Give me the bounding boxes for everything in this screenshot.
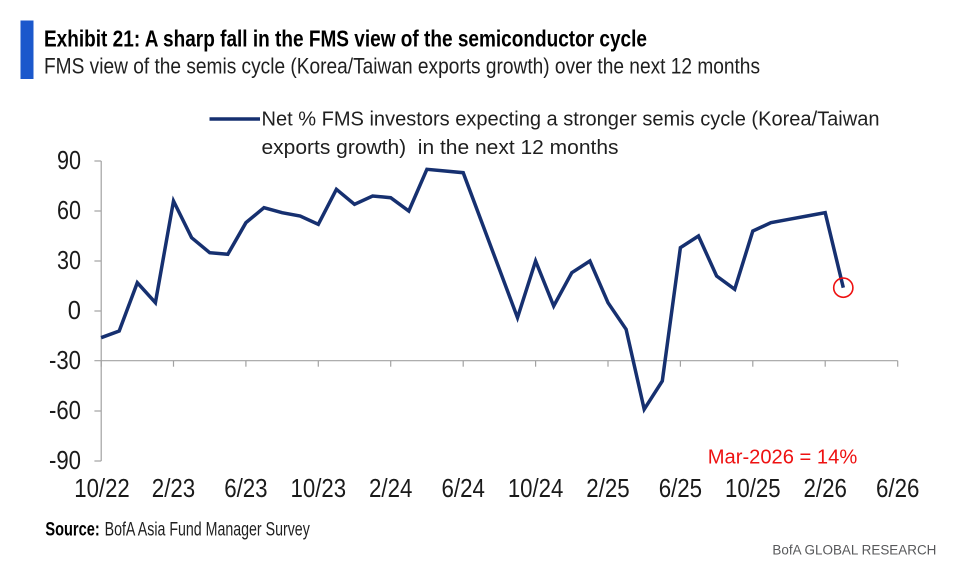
svg-text:Net % FMS investors expecting: Net % FMS investors expecting a stronger… xyxy=(262,109,880,131)
svg-text:2/24: 2/24 xyxy=(369,475,412,503)
svg-text:-60: -60 xyxy=(49,397,81,425)
svg-text:90: 90 xyxy=(57,147,81,175)
svg-text:-90: -90 xyxy=(49,447,81,475)
svg-text:6/24: 6/24 xyxy=(442,475,485,503)
svg-text:6/26: 6/26 xyxy=(876,475,919,503)
svg-text:10/23: 10/23 xyxy=(291,475,347,503)
svg-text:FMS view of the semis cycle (K: FMS view of the semis cycle (Korea/Taiwa… xyxy=(44,54,760,79)
svg-text:10/25: 10/25 xyxy=(725,475,781,503)
svg-text:Source:: Source: xyxy=(45,520,99,541)
svg-text:10/22: 10/22 xyxy=(74,475,130,503)
svg-text:-30: -30 xyxy=(49,347,81,375)
svg-text:2/25: 2/25 xyxy=(586,475,629,503)
svg-text:60: 60 xyxy=(57,197,81,225)
svg-text:30: 30 xyxy=(57,247,81,275)
svg-text:6/23: 6/23 xyxy=(224,475,267,503)
svg-text:6/25: 6/25 xyxy=(659,475,702,503)
svg-text:BofA GLOBAL RESEARCH: BofA GLOBAL RESEARCH xyxy=(772,543,936,559)
svg-text:10/24: 10/24 xyxy=(508,475,564,503)
svg-text:2/23: 2/23 xyxy=(152,475,195,503)
svg-text:BofA Asia Fund Manager Survey: BofA Asia Fund Manager Survey xyxy=(105,520,311,541)
svg-text:Exhibit 21: A sharp fall in th: Exhibit 21: A sharp fall in the FMS view… xyxy=(44,26,647,52)
svg-text:2/26: 2/26 xyxy=(804,475,847,503)
svg-text:Mar-2026 = 14%: Mar-2026 = 14% xyxy=(708,445,858,468)
svg-text:exports growth) in the next 1: exports growth) in the next 12 months xyxy=(262,137,619,159)
svg-text:0: 0 xyxy=(68,297,81,325)
